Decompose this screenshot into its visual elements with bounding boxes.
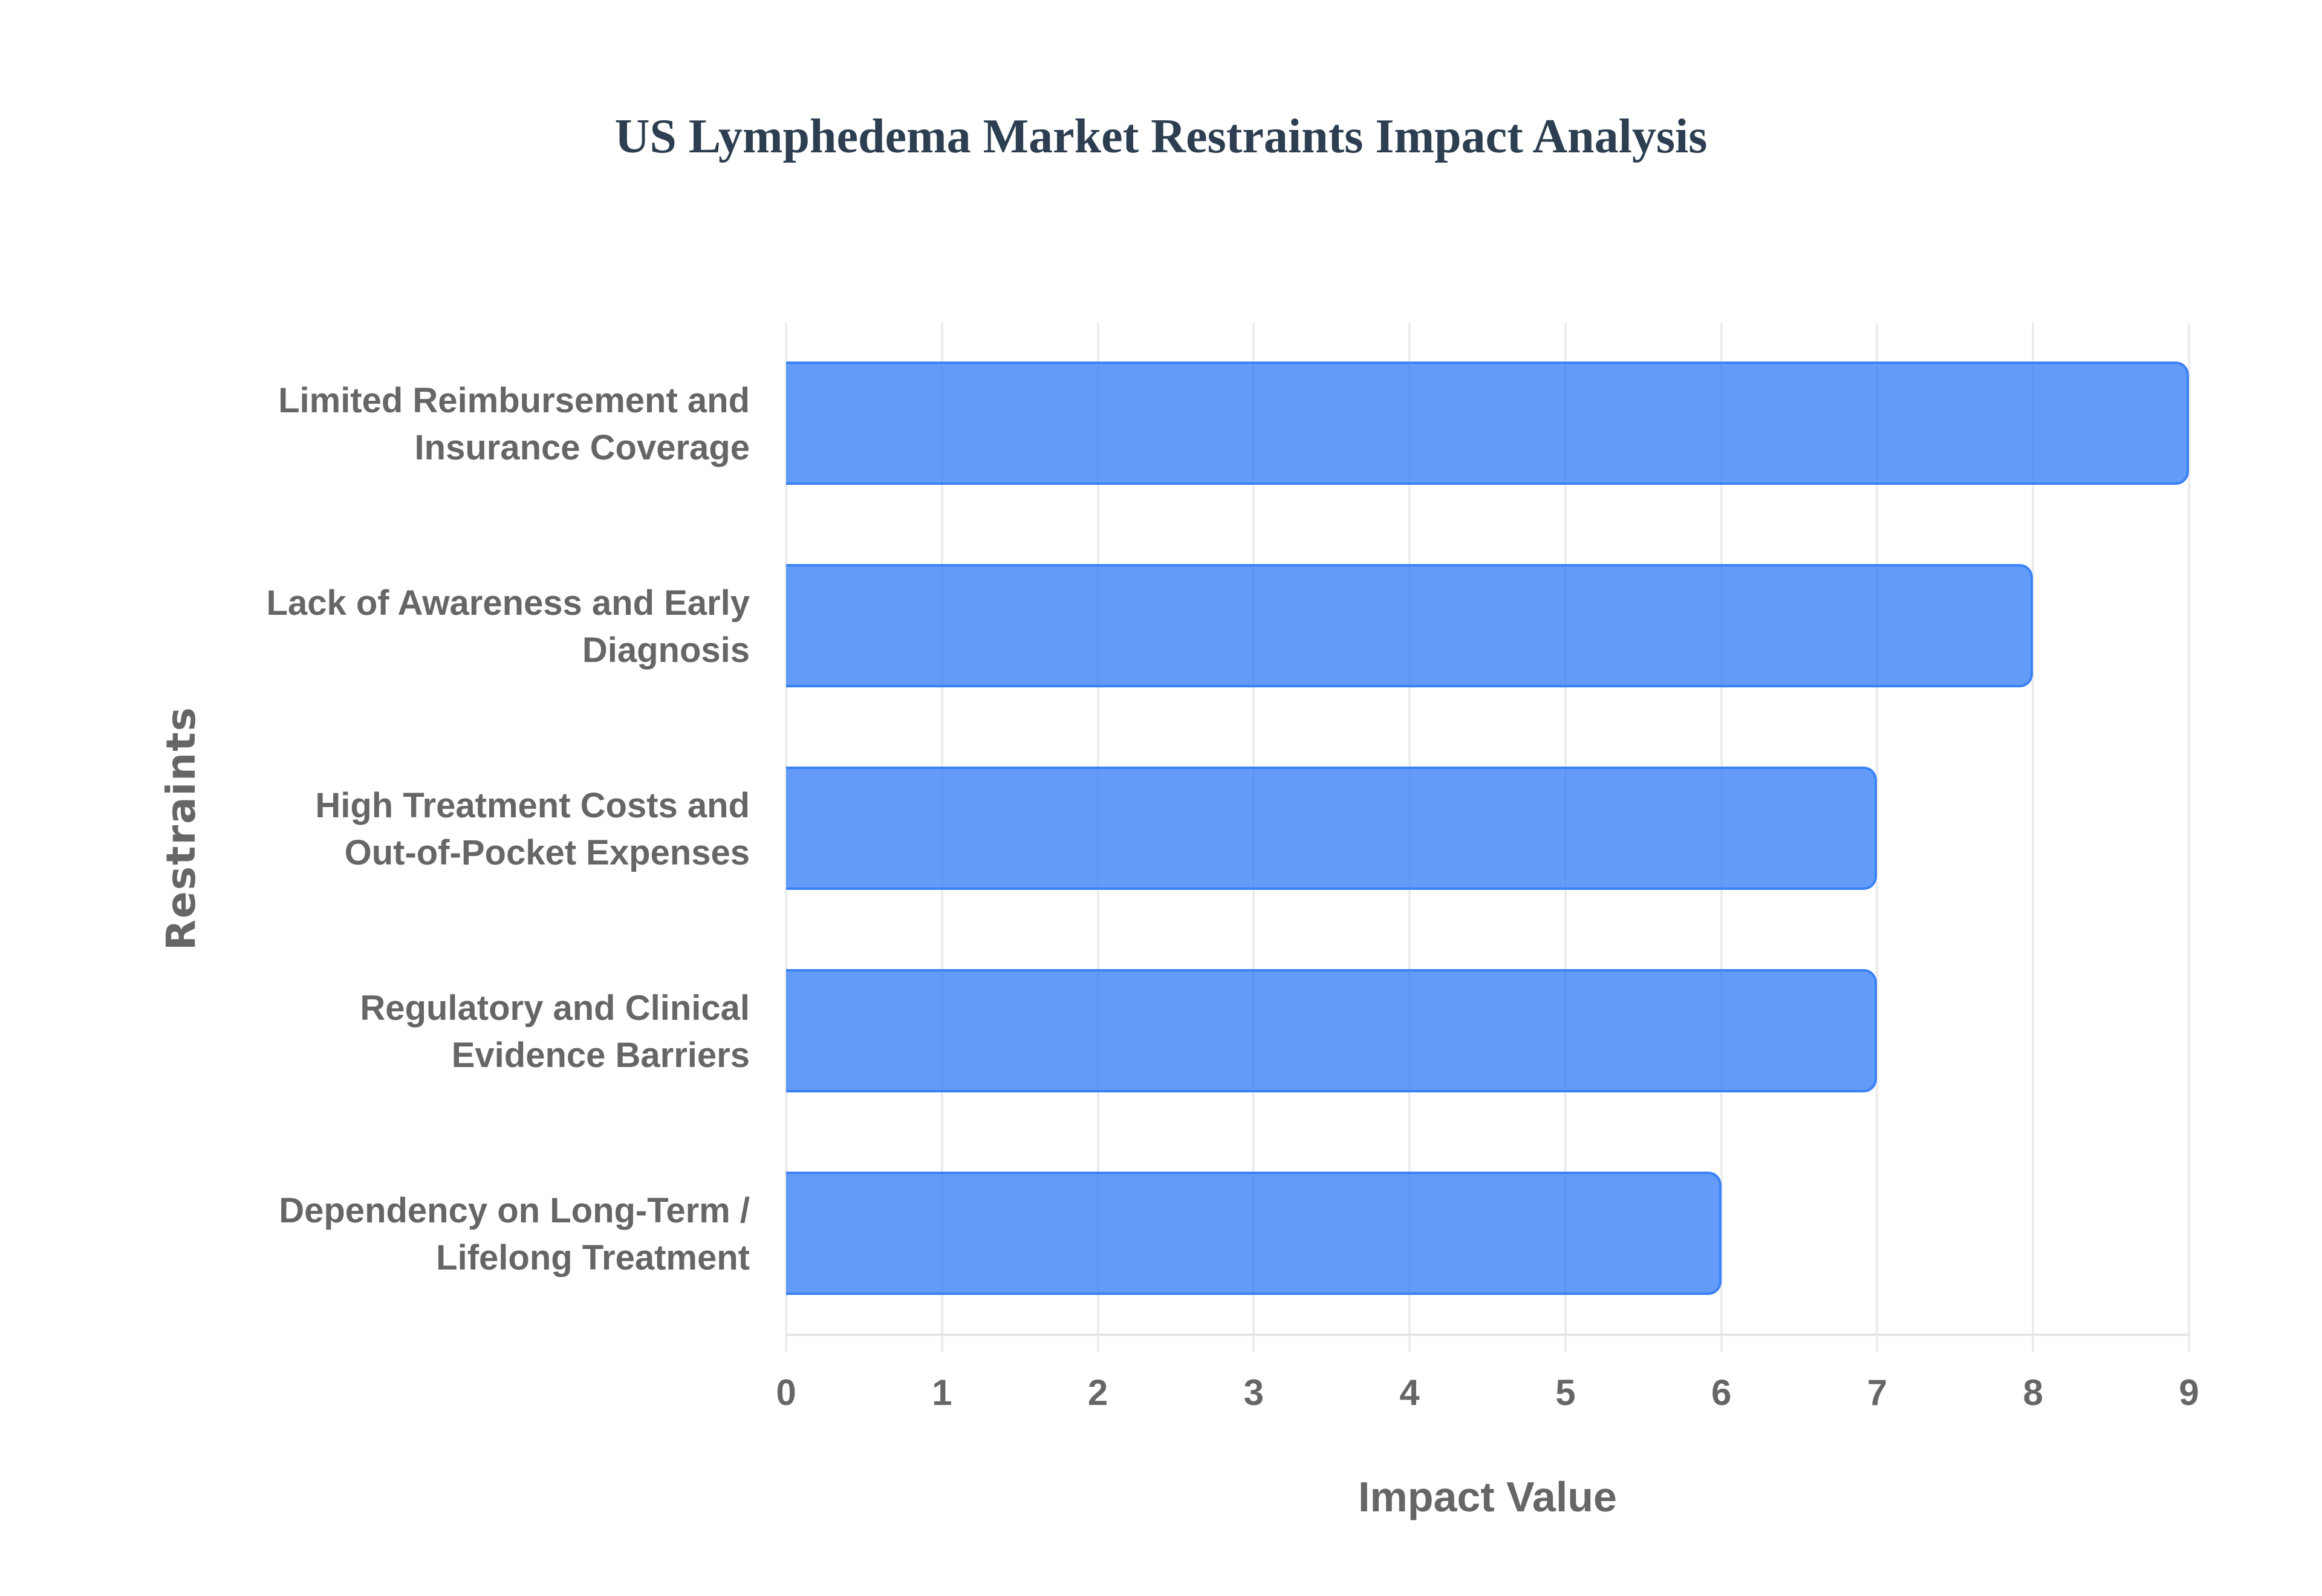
x-tick-label: 9 [2179,1372,2199,1413]
bar-high-treatment-costs[interactable] [786,767,1878,890]
y-tick-label: High Treatment Costs and Out-of-Pocket E… [315,786,750,872]
gridline-8 [2032,323,2035,1352]
x-axis-title: Impact Value [1358,1473,1617,1520]
bar-long-term-dependency[interactable] [786,1172,1722,1295]
x-axis-line [786,1334,2189,1336]
y-tick-label: Limited Reimbursement and Insurance Cove… [278,381,750,467]
bar-limited-reimbursement[interactable] [786,362,2189,485]
x-tick-label: 3 [1243,1372,1264,1413]
gridline-7 [1876,323,1879,1352]
plot-area [785,323,2190,1352]
x-tick-label: 6 [1711,1372,1732,1413]
bar-lack-of-awareness[interactable] [786,564,2034,687]
chart-title: US Lymphedema Market Restraints Impact A… [614,110,1708,163]
x-tick-label: 1 [932,1372,952,1413]
x-tick-label: 8 [2023,1372,2043,1413]
y-tick-label: Regulatory and Clinical Evidence Barrier… [360,988,750,1075]
x-tick-label: 5 [1555,1372,1576,1413]
x-tick-label: 4 [1399,1372,1420,1413]
x-tick-label: 2 [1087,1372,1108,1413]
y-tick-label: Lack of Awareness and Early Diagnosis [266,583,750,670]
gridline-9 [2188,323,2190,1352]
bar-regulatory-barriers[interactable] [786,969,1878,1092]
x-tick-label: 0 [776,1372,796,1413]
y-tick-label: Dependency on Long-Term / Lifelong Treat… [279,1191,750,1277]
x-tick-label: 7 [1867,1372,1888,1413]
